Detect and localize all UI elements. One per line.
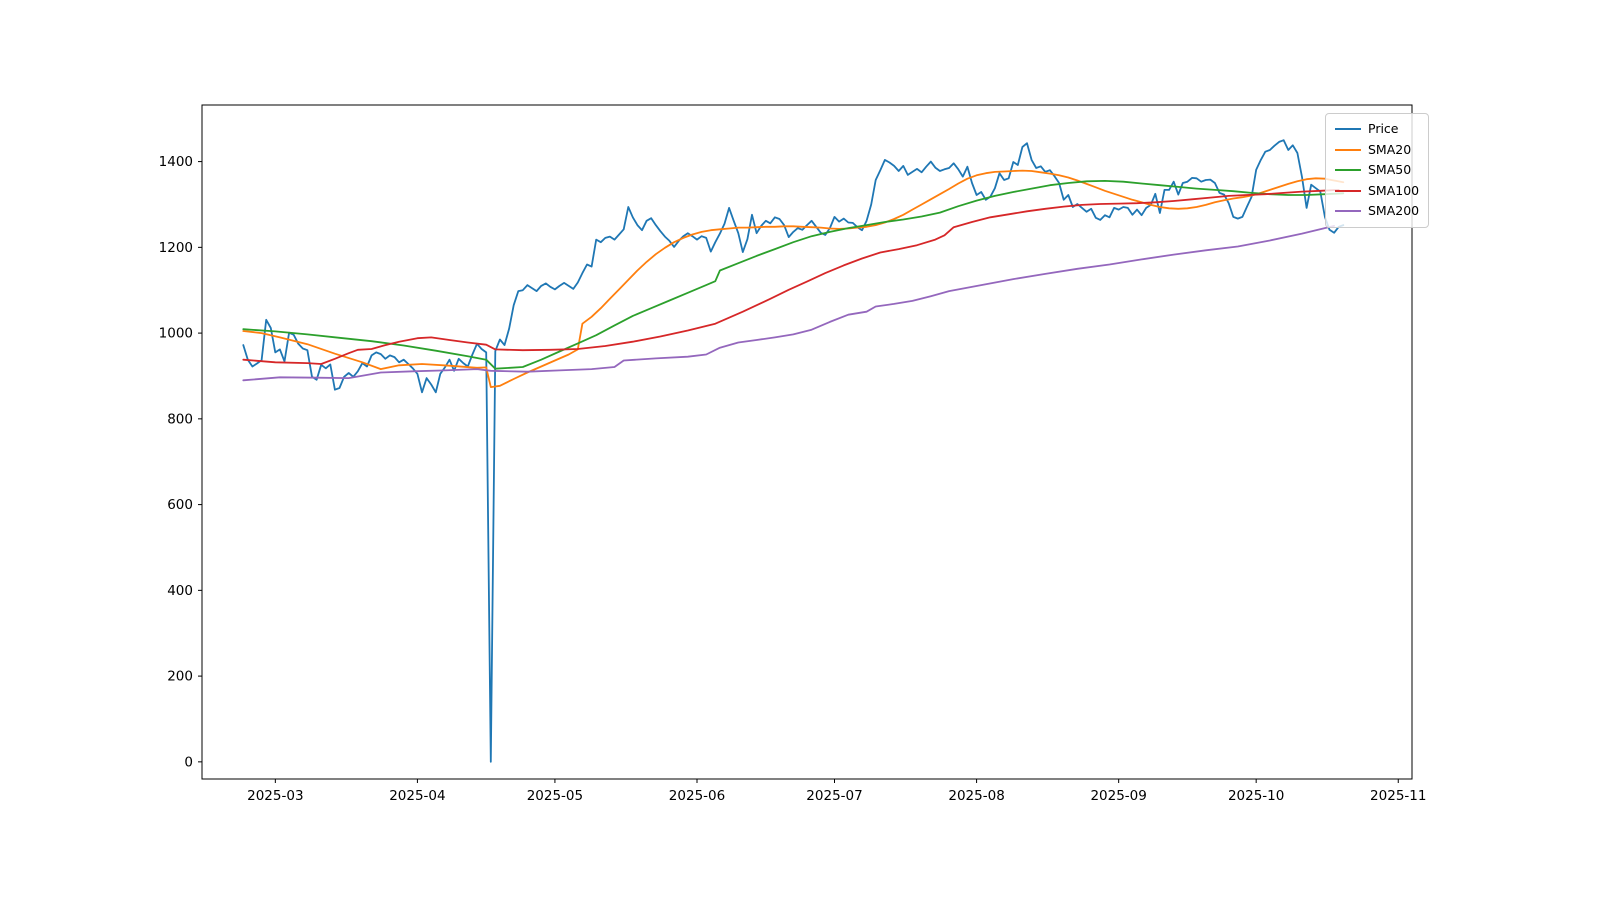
legend-label-sma20: SMA20 (1368, 141, 1412, 157)
x-tick-label: 2025-03 (247, 788, 303, 804)
legend-label-sma200: SMA200 (1368, 203, 1420, 218)
y-tick-label: 200 (167, 669, 193, 685)
y-tick-label: 0 (184, 754, 193, 770)
legend-line-sample-sma50 (1335, 169, 1361, 172)
legend-label-sma50: SMA50 (1368, 162, 1412, 177)
legend-label-price: Price (1368, 121, 1399, 136)
legend-line-sample-price (1335, 128, 1361, 131)
x-tick-label: 2025-06 (669, 788, 725, 804)
y-tick-label: 400 (167, 583, 193, 599)
legend: Price SMA20 SMA50 SMA100 SMA200 (1325, 113, 1430, 228)
x-tick-label: 2025-09 (1090, 788, 1146, 804)
legend-entry-sma200: SMA200 (1335, 201, 1419, 222)
series-group (242, 139, 1345, 763)
series-line-sma50 (242, 179, 1345, 370)
x-tick-label: 2025-05 (527, 788, 583, 804)
x-tick-label: 2025-07 (806, 788, 862, 804)
legend-line-sample-sma100 (1335, 189, 1361, 192)
x-tick-label: 2025-10 (1228, 788, 1284, 804)
y-tick-label: 1000 (159, 326, 193, 342)
legend-entry-sma100: SMA100 (1335, 181, 1419, 202)
legend-entry-sma50: SMA50 (1335, 160, 1419, 181)
x-axis: 2025-03 2025-04 2025-05 2025-06 2025-07 2025-… (247, 779, 1426, 804)
series-line-sma200 (242, 224, 1335, 382)
series-line-sma100 (242, 188, 1340, 365)
plot-spines (201, 104, 1413, 780)
x-tick-label: 2025-04 (389, 788, 445, 804)
legend-line-sample-sma20 (1335, 148, 1361, 151)
x-tick-label: 2025-08 (948, 788, 1004, 804)
x-tick-label: 2025-11 (1370, 788, 1426, 804)
y-axis: 0 200 400 600 800 1000 1200 1400 (159, 154, 202, 770)
y-tick-label: 1200 (159, 240, 193, 256)
y-tick-label: 1400 (159, 154, 193, 170)
series-line-sma20 (242, 169, 1345, 389)
legend-line-sample-sma200 (1335, 210, 1361, 213)
legend-label-sma100: SMA100 (1368, 182, 1420, 198)
y-tick-label: 600 (167, 497, 193, 513)
y-tick-label: 800 (167, 411, 193, 427)
legend-entry-sma20: SMA20 (1335, 140, 1419, 161)
series-line-price (242, 139, 1345, 763)
legend-entry-price: Price (1335, 119, 1419, 140)
